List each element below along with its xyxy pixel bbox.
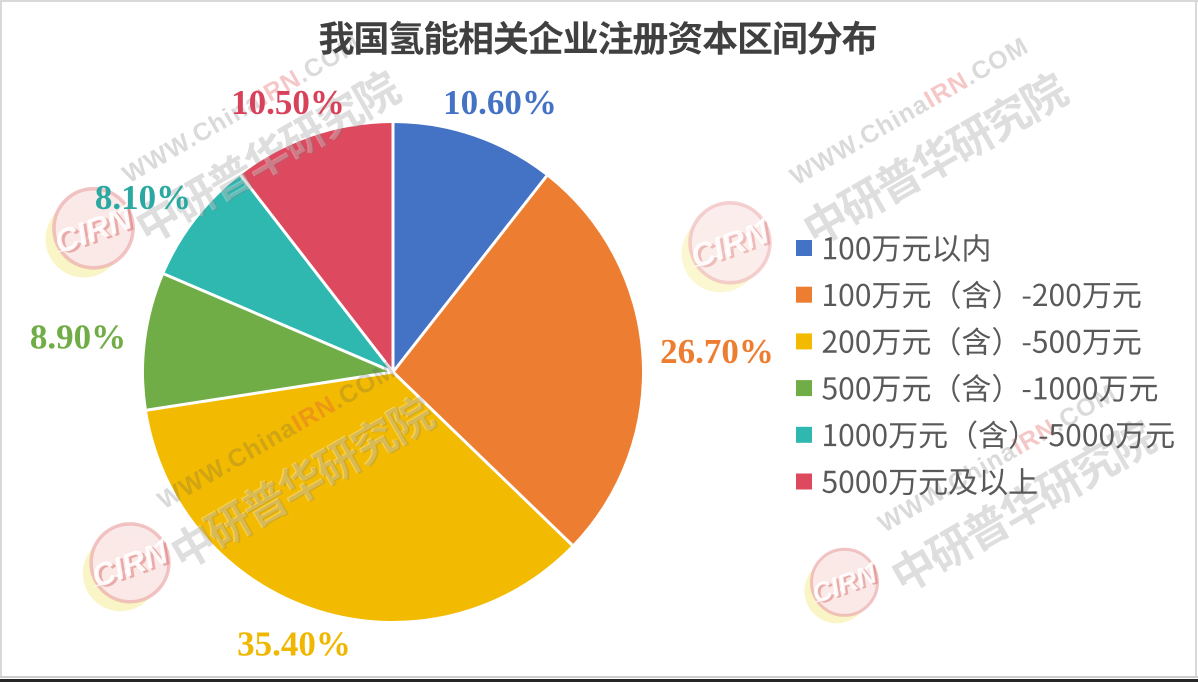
- svg-text:10.50%: 10.50%: [231, 83, 345, 122]
- svg-text:26.70%: 26.70%: [660, 332, 774, 371]
- svg-text:35.40%: 35.40%: [237, 625, 351, 664]
- svg-text:8.10%: 8.10%: [95, 178, 191, 217]
- svg-text:8.90%: 8.90%: [30, 318, 126, 357]
- svg-text:10.60%: 10.60%: [443, 83, 557, 122]
